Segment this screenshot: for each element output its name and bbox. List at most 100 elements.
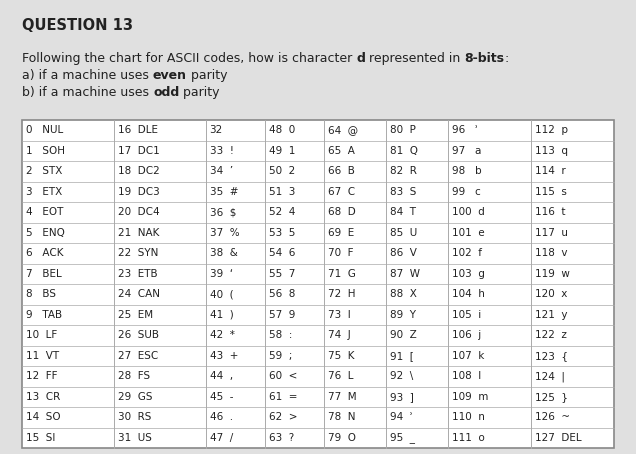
Text: 44  ,: 44 , [209, 371, 233, 381]
Text: 75  K: 75 K [328, 351, 354, 361]
Text: 90  Z: 90 Z [390, 330, 417, 340]
Text: 83  S: 83 S [390, 187, 417, 197]
Text: 38  &: 38 & [209, 248, 237, 258]
Text: 92  \: 92 \ [390, 371, 413, 381]
Text: 65  A: 65 A [328, 146, 355, 156]
Text: 62  >: 62 > [269, 412, 297, 422]
Text: 80  P: 80 P [390, 125, 416, 135]
Text: 9   TAB: 9 TAB [26, 310, 62, 320]
Text: d: d [356, 52, 365, 65]
Text: 71  G: 71 G [328, 269, 356, 279]
Text: 55  7: 55 7 [269, 269, 295, 279]
Text: 113  q: 113 q [535, 146, 568, 156]
Text: 13  CR: 13 CR [26, 392, 60, 402]
Text: 127  DEL: 127 DEL [535, 433, 582, 443]
Text: 97   a: 97 a [452, 146, 481, 156]
Text: QUESTION 13: QUESTION 13 [22, 18, 133, 33]
Text: represented in: represented in [365, 52, 464, 65]
Text: 103  g: 103 g [452, 269, 485, 279]
Text: 124  |: 124 | [535, 371, 565, 381]
Text: 43  +: 43 + [209, 351, 238, 361]
Text: 47  /: 47 / [209, 433, 233, 443]
Text: 7   BEL: 7 BEL [26, 269, 62, 279]
Text: 76  L: 76 L [328, 371, 354, 381]
Text: 89  Y: 89 Y [390, 310, 416, 320]
Text: 56  8: 56 8 [269, 289, 295, 299]
Text: 37  %: 37 % [209, 228, 239, 238]
Text: 52  4: 52 4 [269, 207, 295, 217]
Text: 95  _: 95 _ [390, 432, 415, 443]
Text: 106  j: 106 j [452, 330, 481, 340]
Text: 41  ): 41 ) [209, 310, 233, 320]
Text: 64  @: 64 @ [328, 125, 358, 135]
Text: 123  {: 123 { [535, 351, 568, 361]
Text: 42  *: 42 * [209, 330, 235, 340]
Text: 99   c: 99 c [452, 187, 481, 197]
Text: 68  D: 68 D [328, 207, 356, 217]
Text: 27  ESC: 27 ESC [118, 351, 158, 361]
Text: 23  ETB: 23 ETB [118, 269, 157, 279]
Text: parity: parity [179, 86, 220, 99]
Text: parity: parity [187, 69, 228, 82]
Text: 50  2: 50 2 [269, 166, 295, 176]
Text: 6   ACK: 6 ACK [26, 248, 64, 258]
Text: 12  FF: 12 FF [26, 371, 57, 381]
Text: 96   ʾ: 96 ʾ [452, 125, 478, 135]
Text: 17  DC1: 17 DC1 [118, 146, 160, 156]
Text: :: : [504, 52, 509, 65]
Text: 82  R: 82 R [390, 166, 417, 176]
Text: 119  w: 119 w [535, 269, 570, 279]
Text: 108  l: 108 l [452, 371, 481, 381]
Text: 22  SYN: 22 SYN [118, 248, 158, 258]
Text: 5   ENQ: 5 ENQ [26, 228, 65, 238]
Text: 0   NUL: 0 NUL [26, 125, 63, 135]
Text: 31  US: 31 US [118, 433, 151, 443]
Text: 4   EOT: 4 EOT [26, 207, 64, 217]
Text: 18  DC2: 18 DC2 [118, 166, 160, 176]
Text: 126  ~: 126 ~ [535, 412, 570, 422]
Text: 58  :: 58 : [269, 330, 292, 340]
Text: 120  x: 120 x [535, 289, 567, 299]
Text: 29  GS: 29 GS [118, 392, 152, 402]
Text: 84  T: 84 T [390, 207, 416, 217]
Text: 60  <: 60 < [269, 371, 297, 381]
Text: 94  ʾ: 94 ʾ [390, 412, 413, 422]
Text: 98   b: 98 b [452, 166, 482, 176]
Text: 61  =: 61 = [269, 392, 297, 402]
Text: 86  V: 86 V [390, 248, 417, 258]
Text: 109  m: 109 m [452, 392, 488, 402]
Text: 91  [: 91 [ [390, 351, 414, 361]
Text: 81  Q: 81 Q [390, 146, 418, 156]
Text: 40  (: 40 ( [209, 289, 233, 299]
Text: 48  0: 48 0 [269, 125, 295, 135]
Text: 73  I: 73 I [328, 310, 350, 320]
Text: 67  C: 67 C [328, 187, 355, 197]
Text: 11  VT: 11 VT [26, 351, 59, 361]
Text: 78  N: 78 N [328, 412, 356, 422]
Text: 15  SI: 15 SI [26, 433, 55, 443]
Text: 77  M: 77 M [328, 392, 357, 402]
Text: 35  #: 35 # [209, 187, 238, 197]
Text: 57  9: 57 9 [269, 310, 295, 320]
Text: a) if a machine uses: a) if a machine uses [22, 69, 153, 82]
Text: 69  E: 69 E [328, 228, 354, 238]
Text: 19  DC3: 19 DC3 [118, 187, 160, 197]
Text: 112  p: 112 p [535, 125, 568, 135]
Text: 72  H: 72 H [328, 289, 356, 299]
Text: 49  1: 49 1 [269, 146, 295, 156]
Text: 14  SO: 14 SO [26, 412, 60, 422]
Text: 24  CAN: 24 CAN [118, 289, 160, 299]
Text: 111  o: 111 o [452, 433, 485, 443]
Text: 33  !: 33 ! [209, 146, 233, 156]
Bar [22, 120, 614, 448]
Text: 116  t: 116 t [535, 207, 565, 217]
Text: 63  ?: 63 ? [269, 433, 294, 443]
Text: 25  EM: 25 EM [118, 310, 153, 320]
Text: 21  NAK: 21 NAK [118, 228, 159, 238]
Text: 105  i: 105 i [452, 310, 481, 320]
Text: 88  X: 88 X [390, 289, 417, 299]
Text: odd: odd [153, 86, 179, 99]
Text: 32: 32 [209, 125, 223, 135]
Text: 110  n: 110 n [452, 412, 485, 422]
Text: 74  J: 74 J [328, 330, 350, 340]
